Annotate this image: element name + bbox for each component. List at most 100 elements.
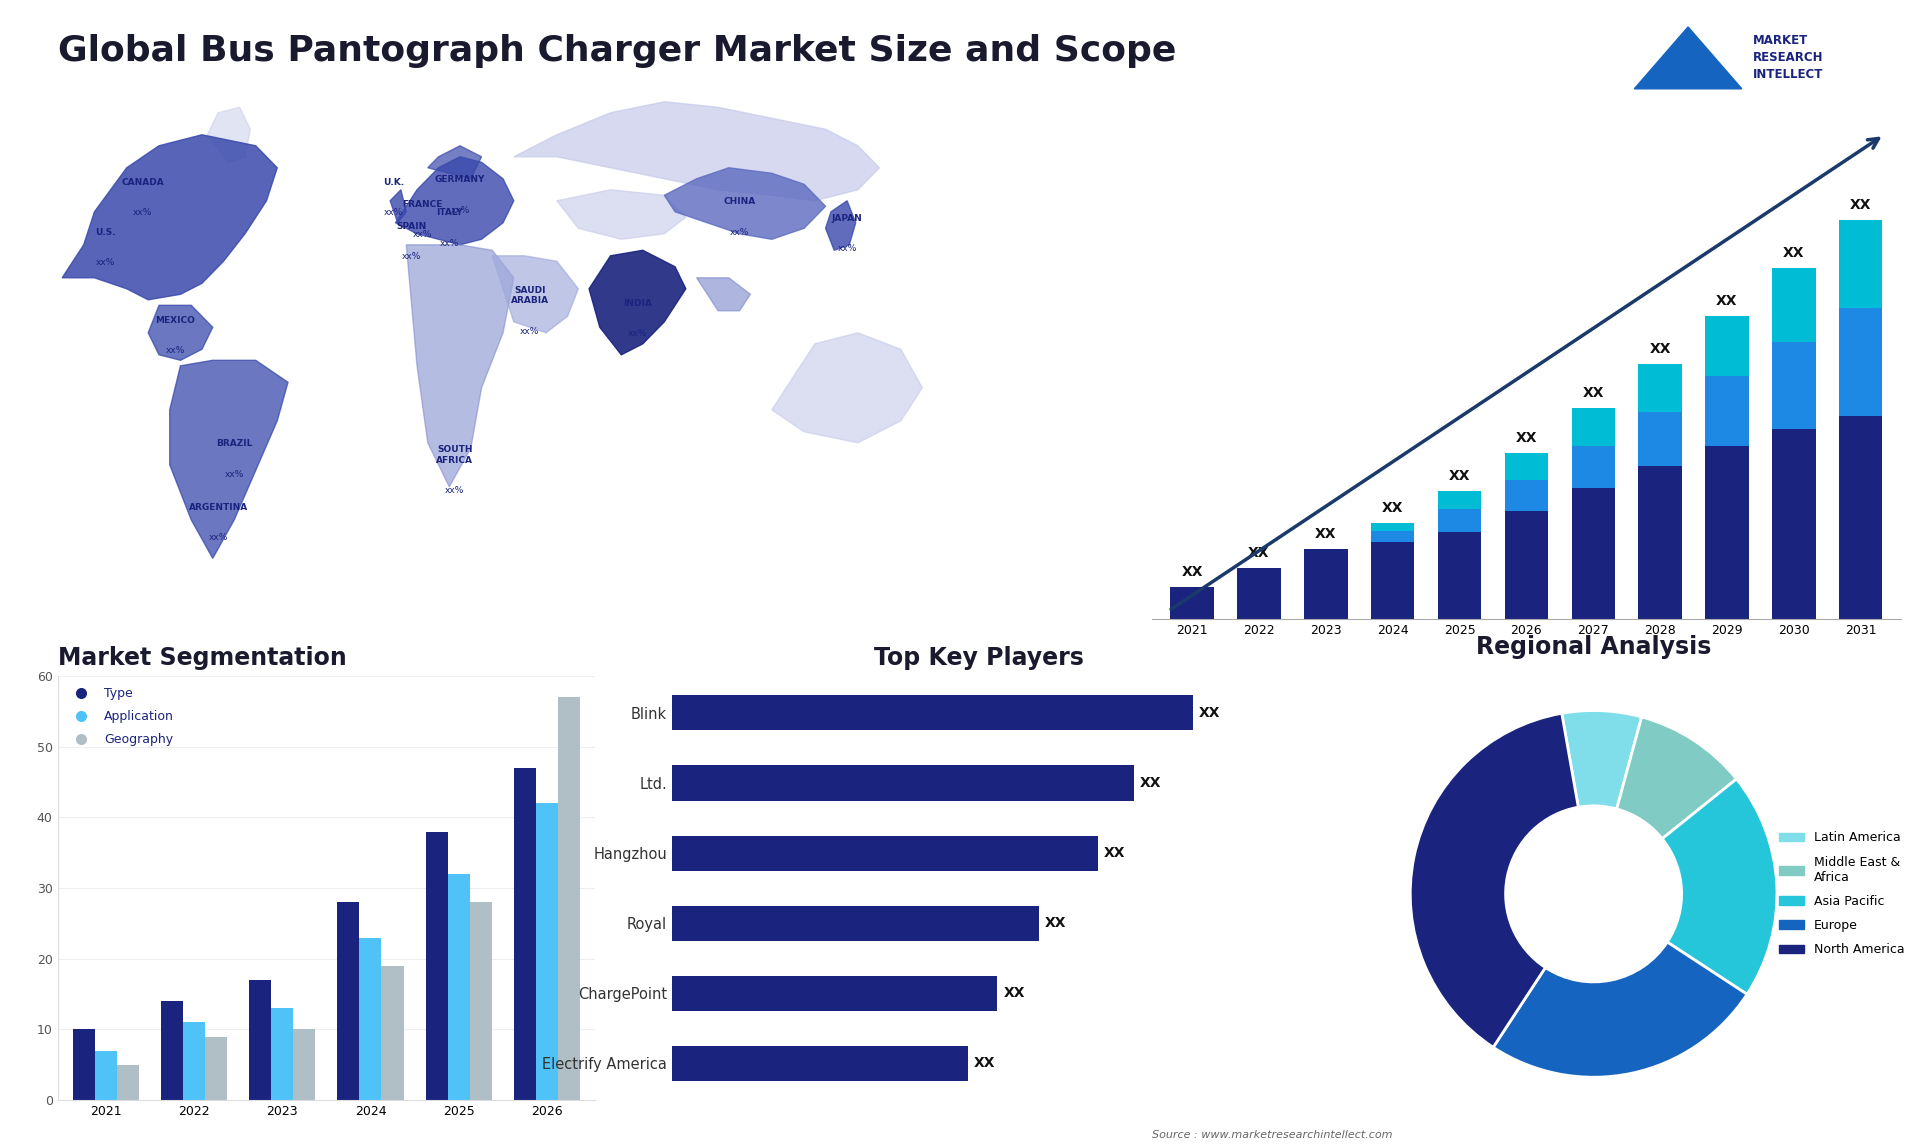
Bar [672,905,1039,941]
Text: xx%: xx% [225,470,244,479]
Bar [294,1029,315,1100]
Text: CANADA: CANADA [121,178,165,187]
Bar [1236,567,1281,619]
Bar [672,835,1098,871]
Text: ARGENTINA: ARGENTINA [188,503,248,511]
Text: XX: XX [973,1057,995,1070]
Text: XX: XX [1450,470,1471,484]
Title: Top Key Players: Top Key Players [874,646,1085,670]
Legend: Latin America, Middle East &
Africa, Asia Pacific, Europe, North America: Latin America, Middle East & Africa, Asi… [1774,826,1910,961]
Text: xx%: xx% [165,346,184,355]
Bar [1705,316,1749,377]
Bar [250,980,271,1100]
Text: xx%: xx% [451,205,470,214]
Text: XX: XX [1649,342,1670,355]
Text: xx%: xx% [132,209,152,218]
Text: xx%: xx% [209,533,228,542]
Bar [205,1036,227,1100]
Bar [1772,268,1816,342]
Polygon shape [557,190,685,240]
Polygon shape [1634,26,1741,89]
Text: XX: XX [1382,501,1404,516]
Bar [672,696,1192,730]
Wedge shape [1494,942,1747,1077]
Text: GERMANY: GERMANY [434,175,486,185]
Text: XX: XX [1044,916,1066,931]
Bar [1772,430,1816,619]
Bar [73,1029,96,1100]
Bar [1638,413,1682,465]
Text: xx%: xx% [730,228,749,236]
Polygon shape [826,201,856,250]
Text: XX: XX [1582,386,1603,400]
Text: xx%: xx% [413,230,432,240]
Text: FRANCE: FRANCE [401,201,444,209]
Polygon shape [407,245,515,487]
Bar [1705,446,1749,619]
Bar [1371,524,1415,531]
Bar [182,1022,205,1100]
Bar [557,697,580,1100]
Text: SOUTH
AFRICA: SOUTH AFRICA [436,446,472,465]
Bar [96,1051,117,1100]
Bar [338,902,359,1100]
Text: ITALY: ITALY [436,209,463,218]
Polygon shape [428,146,482,179]
Bar [1438,509,1480,532]
Text: XX: XX [1784,246,1805,260]
Polygon shape [148,305,213,360]
Text: xx%: xx% [440,238,459,248]
Text: MARKET
RESEARCH
INTELLECT: MARKET RESEARCH INTELLECT [1753,34,1824,81]
Legend: Type, Application, Geography: Type, Application, Geography [63,682,179,752]
Bar [1438,532,1480,619]
Text: JAPAN: JAPAN [831,214,862,222]
Bar [672,766,1133,801]
Bar [1505,479,1548,511]
Text: XX: XX [1716,293,1738,308]
Text: XX: XX [1315,527,1336,541]
Text: XX: XX [1851,198,1872,212]
Bar [536,803,557,1100]
Wedge shape [1561,711,1642,809]
Bar [1505,453,1548,479]
Text: CHINA: CHINA [724,197,756,206]
Text: XX: XX [1139,776,1162,790]
Text: XX: XX [1004,987,1025,1000]
Bar [1839,416,1882,619]
Bar [1572,488,1615,619]
Bar [1572,446,1615,488]
Wedge shape [1617,717,1736,839]
Text: Market Segmentation: Market Segmentation [58,646,346,670]
Text: U.S.: U.S. [94,228,115,236]
Text: xx%: xx% [384,209,403,218]
Bar [672,975,996,1011]
Text: xx%: xx% [96,258,115,267]
Text: xx%: xx% [520,327,540,336]
Bar [1638,363,1682,413]
Title: Regional Analysis: Regional Analysis [1476,635,1711,659]
Bar [382,966,403,1100]
Wedge shape [1411,713,1578,1047]
Text: MEXICO: MEXICO [156,315,196,324]
Bar [271,1008,294,1100]
Bar [447,874,470,1100]
Text: xx%: xx% [628,329,647,338]
Bar [672,1046,968,1081]
Bar [1304,549,1348,619]
Text: U.K.: U.K. [382,178,403,187]
Text: XX: XX [1181,565,1202,579]
Bar [359,937,382,1100]
Text: xx%: xx% [401,252,420,261]
Text: Source : www.marketresearchintellect.com: Source : www.marketresearchintellect.com [1152,1130,1392,1140]
Bar [1772,342,1816,430]
Polygon shape [697,277,751,311]
Bar [1371,542,1415,619]
Bar [1572,408,1615,446]
Polygon shape [61,135,276,300]
Polygon shape [207,108,250,163]
Text: BRAZIL: BRAZIL [217,439,252,448]
Bar [1638,465,1682,619]
Bar [161,1002,182,1100]
Bar [1371,531,1415,542]
Bar [1505,511,1548,619]
